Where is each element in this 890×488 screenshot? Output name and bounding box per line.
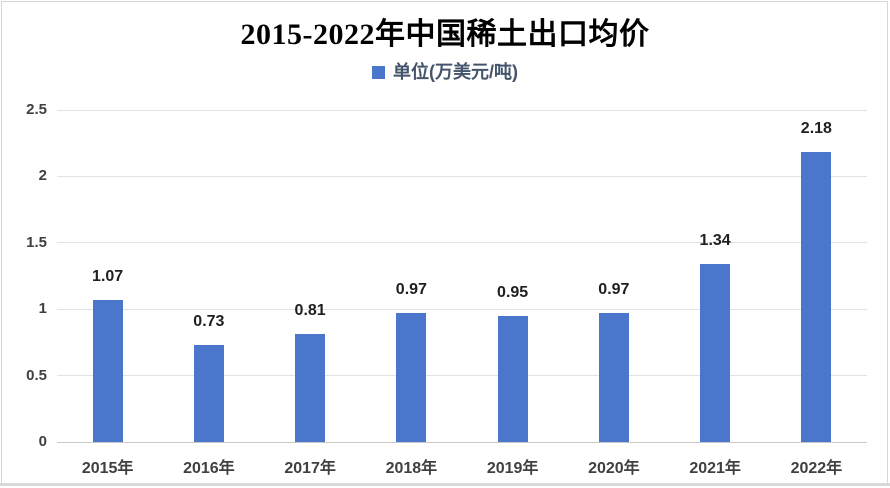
bar-value-label: 1.07 (92, 267, 124, 285)
bar (598, 313, 629, 442)
chart-title: 2015-2022年中国稀土出口均价 (240, 18, 650, 51)
x-tick-label: 2021年 (689, 460, 741, 477)
gridline (57, 109, 867, 111)
bar (92, 299, 123, 442)
y-tick-label: 2.5 (26, 101, 47, 118)
bar (497, 315, 528, 442)
x-tick-label: 2019年 (486, 460, 539, 477)
x-tick-label: 2016年 (183, 460, 235, 477)
bar (700, 264, 731, 442)
legend-marker-icon (372, 66, 385, 79)
bar-value-label: 1.34 (699, 232, 731, 250)
bar-value-label: 0.97 (395, 281, 427, 299)
bar-value-label: 0.95 (497, 283, 529, 301)
x-axis-line (57, 441, 867, 443)
bar (396, 313, 427, 442)
y-tick-label: 2 (38, 167, 47, 185)
bar (295, 334, 326, 442)
gridline (57, 242, 867, 244)
x-tick-label: 2022年 (790, 460, 843, 477)
x-tick-label: 2020年 (588, 460, 640, 477)
bottom-border (0, 483, 890, 486)
bar (193, 345, 224, 442)
legend-label: 单位(万美元/吨) (393, 62, 518, 82)
chart-legend: 单位(万美元/吨) (0, 60, 890, 84)
bar (801, 152, 832, 442)
bar-value-label: 0.97 (598, 281, 630, 299)
gridline (57, 308, 867, 310)
x-tick-label: 2018年 (385, 460, 438, 477)
y-tick-label: 1.5 (26, 233, 47, 251)
y-tick-label: 1 (38, 300, 47, 318)
bar-value-label: 2.18 (800, 120, 832, 138)
x-tick-label: 2015年 (81, 460, 134, 477)
x-tick-label: 2017年 (284, 460, 336, 477)
bar-value-label: 0.73 (193, 313, 225, 331)
y-tick-label: 0 (38, 433, 47, 450)
gridline (57, 175, 867, 177)
y-tick-label: 0.5 (26, 366, 47, 384)
gridline (57, 375, 867, 377)
bar-value-label: 0.81 (294, 302, 326, 320)
